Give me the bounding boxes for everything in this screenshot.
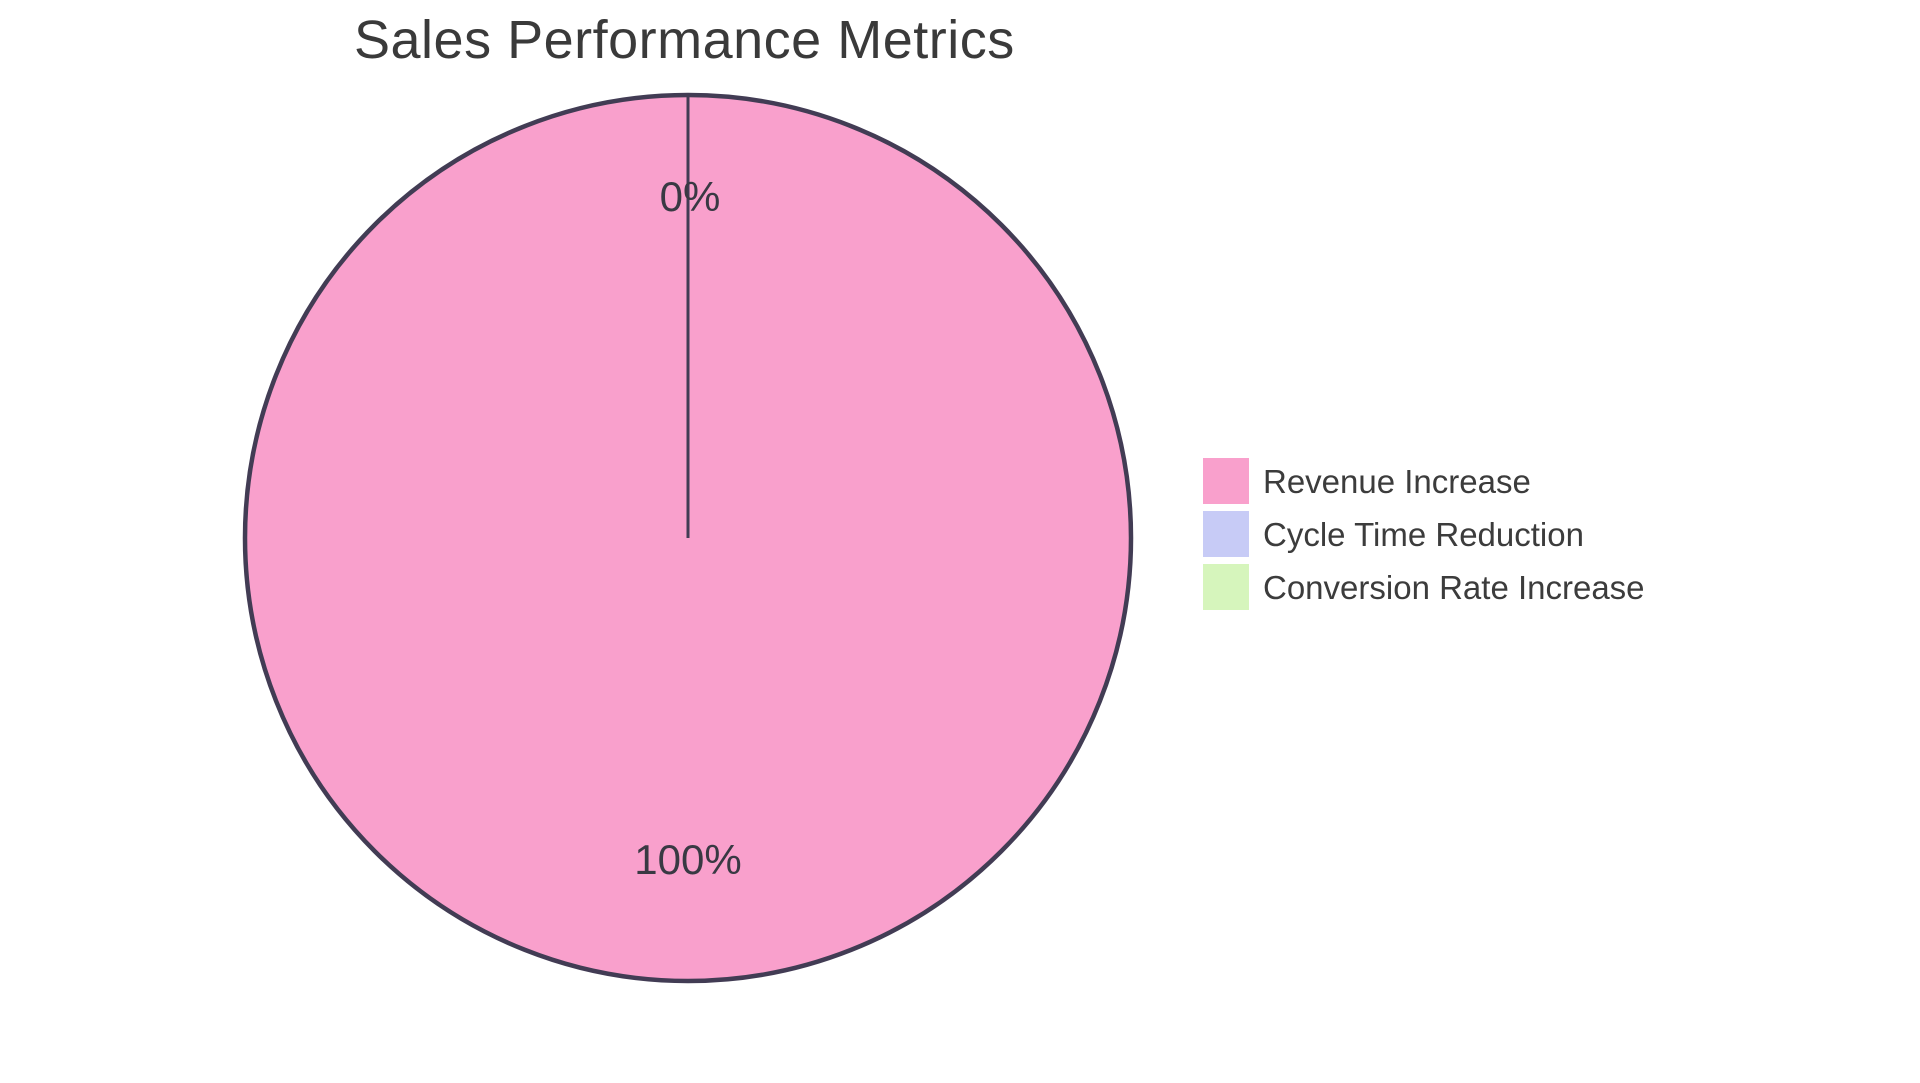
legend: Revenue Increase Cycle Time Reduction Co… (1203, 458, 1645, 617)
legend-swatch-cycle-time-reduction (1203, 511, 1249, 557)
legend-label-revenue-increase: Revenue Increase (1263, 462, 1531, 500)
slice-label-zero-percent: 0% (659, 173, 721, 220)
slice-label-hundred-percent: 100% (634, 836, 742, 883)
legend-label-cycle-time-reduction: Cycle Time Reduction (1263, 515, 1584, 553)
legend-item-conversion-rate-increase: Conversion Rate Increase (1203, 564, 1645, 610)
chart-title: Sales Performance Metrics (354, 10, 1015, 70)
legend-swatch-color (1203, 458, 1249, 504)
legend-swatch-color (1203, 511, 1249, 557)
legend-item-revenue-increase: Revenue Increase (1203, 458, 1645, 504)
legend-label-conversion-rate-increase: Conversion Rate Increase (1263, 568, 1645, 606)
legend-swatch-revenue-increase (1203, 458, 1249, 504)
legend-swatch-color (1203, 564, 1249, 610)
legend-item-cycle-time-reduction: Cycle Time Reduction (1203, 511, 1645, 557)
legend-swatch-conversion-rate-increase (1203, 564, 1249, 610)
